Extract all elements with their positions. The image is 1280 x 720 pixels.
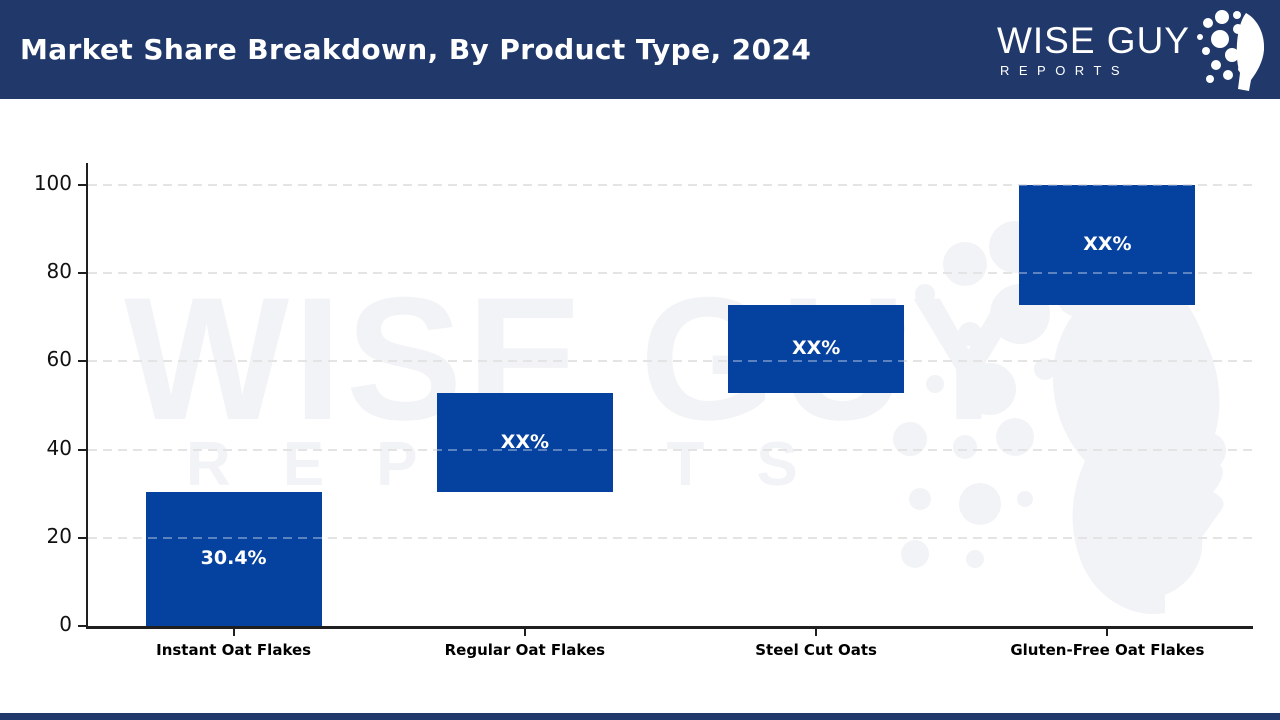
y-tick-0	[78, 625, 86, 627]
x-axis	[86, 626, 1253, 629]
y-tick-40	[78, 448, 86, 451]
x-tick-1	[232, 629, 235, 636]
wiseguy-logo: WISE GUY REPORTS	[997, 9, 1266, 91]
gridline-over-100	[88, 184, 1253, 186]
gridline-60	[88, 360, 1253, 363]
bar-value-label: XX%	[1083, 232, 1132, 255]
x-tick-3	[815, 629, 818, 636]
logo-text: WISE GUY REPORTS	[997, 22, 1190, 78]
bar-value-label: 30.4%	[200, 547, 267, 570]
gridline-over-60	[88, 360, 1253, 363]
gridline-over-80	[88, 272, 1253, 275]
bar-1: 30.4%	[145, 491, 322, 626]
page-title: Market Share Breakdown, By Product Type,…	[20, 33, 812, 66]
category-label: Regular Oat Flakes	[444, 641, 606, 659]
category-label: Steel Cut Oats	[755, 641, 877, 659]
y-tick-label-80: 80	[46, 259, 72, 284]
bar-3: XX%	[728, 304, 905, 394]
category-label: Gluten-Free Oat Flakes	[1010, 641, 1205, 659]
gridline-80	[88, 272, 1253, 275]
y-tick-label-100: 100	[33, 171, 72, 195]
gridline-over-20	[88, 536, 1253, 539]
x-tick-4	[1106, 629, 1109, 636]
y-tick-20	[78, 536, 86, 539]
bar-value-label: XX%	[500, 430, 550, 453]
footer-bar	[0, 713, 1280, 720]
logo-subtitle: REPORTS	[999, 62, 1130, 78]
gridline-20	[88, 536, 1253, 539]
y-tick-60	[78, 360, 86, 363]
y-tick-label-60: 60	[46, 347, 72, 372]
y-tick-80	[78, 272, 86, 275]
bar-2: XX%	[436, 393, 613, 492]
bar-value-label: XX%	[791, 336, 841, 359]
header-bar: Market Share Breakdown, By Product Type,…	[0, 0, 1280, 99]
dotted-head-icon	[1194, 9, 1266, 91]
y-tick-label-20: 20	[46, 523, 72, 548]
gridline-100	[88, 184, 1253, 186]
y-axis	[86, 162, 88, 628]
gridline-over-40	[88, 448, 1253, 451]
bar-4: XX%	[1019, 185, 1196, 305]
y-tick-label-40: 40	[46, 435, 72, 460]
y-tick-label-0: 0	[59, 612, 72, 636]
chart-area: WISE GUY REPORTS 30.4%XX%XX%XX%020406080…	[0, 99, 1280, 713]
plot-region: 30.4% XX% XX% XX% 0 20 40 60 80 100 Instant Oat Fl…	[0, 99, 1280, 713]
logo-name: WISE GUY	[996, 19, 1190, 61]
y-tick-100	[78, 184, 86, 186]
gridline-40	[88, 448, 1253, 451]
category-label: Instant Oat Flakes	[156, 641, 312, 659]
x-tick-2	[523, 629, 526, 636]
